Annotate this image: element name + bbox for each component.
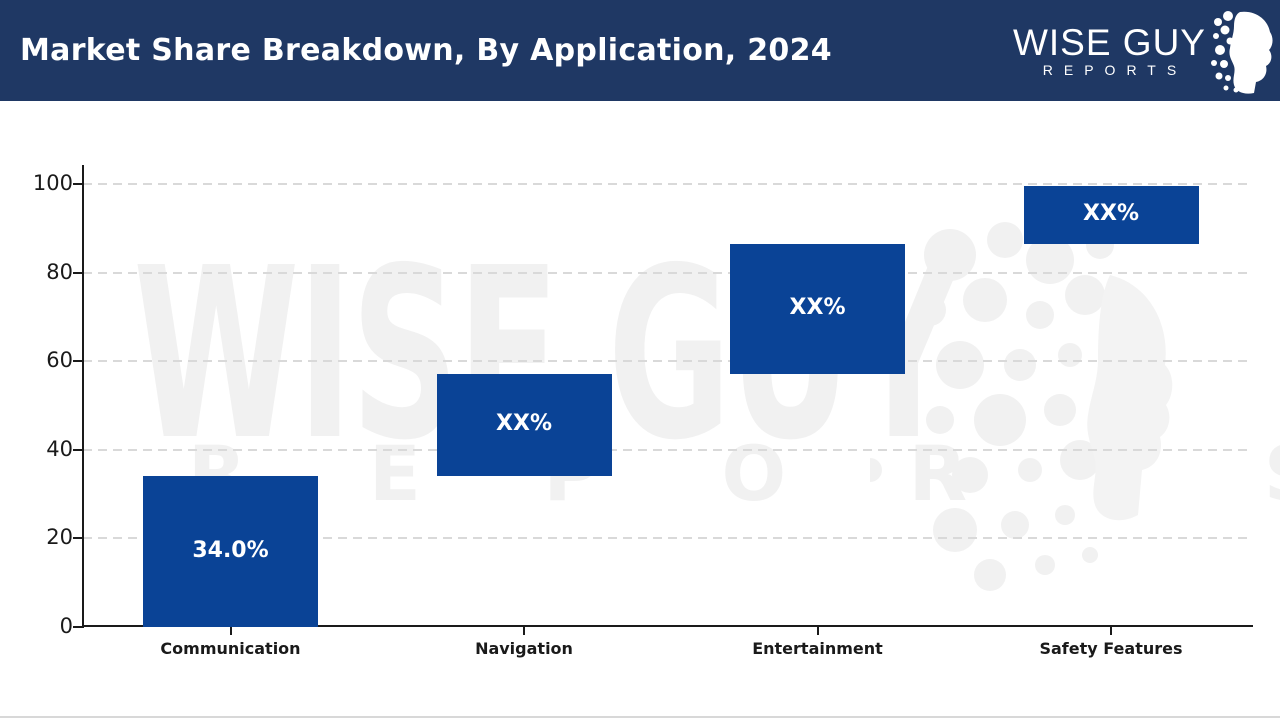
wiseguy-head-icon — [1211, 10, 1273, 94]
y-tick-label: 80 — [46, 259, 73, 284]
gridline-y100 — [83, 183, 1253, 185]
y-tick-label: 0 — [59, 614, 73, 638]
y-tick-label: 20 — [46, 525, 73, 550]
y-tickmark-0 — [73, 626, 82, 628]
bar-safety-features — [1023, 186, 1199, 244]
y-axis-line — [82, 165, 84, 628]
y-tick-label: 40 — [46, 436, 73, 461]
watermark-head-dots-icon — [870, 222, 1173, 591]
bar-value-label: XX% — [496, 411, 552, 437]
bar-value-label: XX% — [789, 295, 846, 321]
wiseguy-logo: WISE GUY REPORTS — [1013, 0, 1274, 101]
bar-communication — [143, 476, 318, 627]
y-tickmark-60 — [73, 360, 82, 363]
gridline-y60 — [83, 360, 1253, 363]
x-tick-label: Safety Features — [1039, 639, 1183, 658]
bar-navigation — [436, 374, 612, 477]
bar-entertainment — [730, 243, 905, 375]
y-tick-label: 60 — [46, 348, 73, 373]
page-title: Market Share Breakdown, By Application, … — [20, 33, 832, 68]
header-bar: Market Share Breakdown, By Application, … — [0, 0, 1280, 101]
y-tick-label: 100 — [32, 171, 73, 195]
gridline-y20 — [83, 537, 1253, 540]
gridline-y40 — [83, 448, 1253, 451]
x-tick-label: Entertainment — [752, 639, 883, 658]
bar-value-label: XX% — [1083, 201, 1139, 226]
y-tickmark-40 — [73, 448, 82, 451]
bar-value-label: 34.0% — [192, 537, 269, 563]
y-tickmark-20 — [73, 537, 82, 540]
x-axis-line — [82, 625, 1253, 627]
y-tickmark-100 — [73, 183, 82, 185]
x-tick-label: Navigation — [475, 639, 573, 658]
gridline-y80 — [83, 271, 1253, 274]
x-tickmark — [523, 627, 525, 635]
x-tick-label: Communication — [160, 639, 301, 658]
logo-wordmark: WISE GUY — [1012, 21, 1206, 63]
x-tickmark — [229, 627, 232, 635]
bottom-border-line — [0, 716, 1280, 718]
x-tickmark — [1110, 627, 1112, 635]
wiseguy-logo-text: WISE GUY REPORTS — [1013, 24, 1206, 78]
x-tickmark — [816, 627, 819, 635]
y-tickmark-80 — [73, 271, 82, 274]
logo-subtitle: REPORTS — [1042, 61, 1188, 78]
